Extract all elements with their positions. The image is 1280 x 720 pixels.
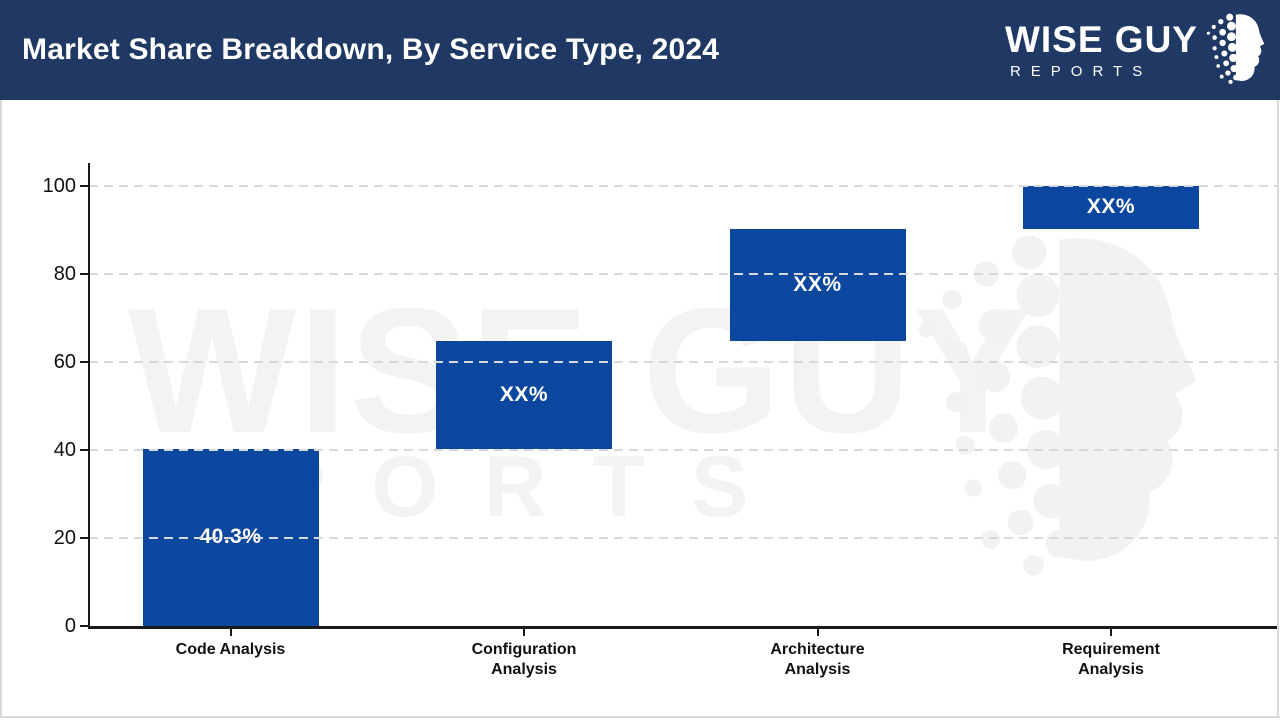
chart-canvas: WISE GUY PORTS 0 20 40 60 80 100 40.3% XX% XX% XX… — [0, 100, 1280, 720]
gridline-40 — [89, 449, 1277, 451]
logo-subtitle: REPORTS — [1009, 63, 1153, 80]
y-axis-label-0: 0 — [64, 615, 76, 637]
page-title: Market Share Breakdown, By Service Type,… — [22, 33, 720, 66]
header-bar: Market Share Breakdown, By Service Type,… — [0, 0, 1280, 100]
watermark-face-icon — [918, 235, 1197, 576]
x-axis-label-configuration: Configuration Analysis — [471, 641, 577, 678]
content-border-bottom — [0, 716, 1280, 718]
bar-architecture-analysis: XX% — [729, 228, 906, 341]
y-tickmark-60 — [80, 361, 88, 363]
x-axis-label-code-analysis: Code Analysis — [175, 641, 286, 658]
y-axis-label-60: 60 — [53, 351, 76, 373]
content-border-right — [1277, 100, 1279, 718]
gridline-20 — [89, 537, 1277, 539]
y-axis-label-20: 20 — [53, 527, 76, 549]
y-axis-label-40: 40 — [53, 439, 76, 461]
wiseguy-face-icon — [1206, 13, 1265, 85]
x-axis-label-requirement: Requirement Analysis — [1062, 641, 1160, 678]
content-border-left — [0, 100, 2, 718]
y-axis-label-80: 80 — [53, 263, 76, 285]
bar-value-label-configuration-analysis: XX% — [499, 382, 549, 406]
x-axis-spine — [88, 626, 1277, 629]
gridline-100 — [89, 185, 1277, 187]
y-tickmark-40 — [80, 449, 88, 451]
bar-value-label-code-analysis: 40.3% — [199, 525, 262, 549]
logo-wordmark: WISE GUY — [1004, 19, 1198, 60]
gridline-80 — [89, 273, 1277, 275]
y-axis-spine — [88, 163, 90, 628]
y-tickmark-100 — [80, 185, 88, 187]
y-tickmark-0 — [80, 625, 88, 627]
x-tickmark-2 — [523, 628, 525, 636]
gridline-60 — [89, 361, 1277, 363]
bar-configuration-analysis: XX% — [436, 340, 612, 449]
wiseguy-logo-text: WISE GUY REPORTS — [1004, 19, 1198, 81]
x-tickmark-3 — [816, 628, 819, 636]
wiseguy-logo: WISE GUY REPORTS — [1005, 9, 1280, 91]
watermark-subtitle: PORTS — [268, 439, 795, 535]
y-tickmark-20 — [80, 537, 88, 539]
x-tickmark-4 — [1110, 628, 1112, 636]
y-tickmark-80 — [80, 273, 88, 275]
bar-value-label-requirement-analysis: XX% — [1086, 195, 1136, 219]
x-axis-label-architecture: Architecture Analysis — [770, 641, 865, 678]
x-tickmark-1 — [229, 628, 232, 636]
bar-value-label-architecture-analysis: XX% — [793, 272, 842, 296]
y-axis-label-100: 100 — [42, 175, 76, 197]
bar-requirement-analysis: XX% — [1023, 186, 1199, 229]
